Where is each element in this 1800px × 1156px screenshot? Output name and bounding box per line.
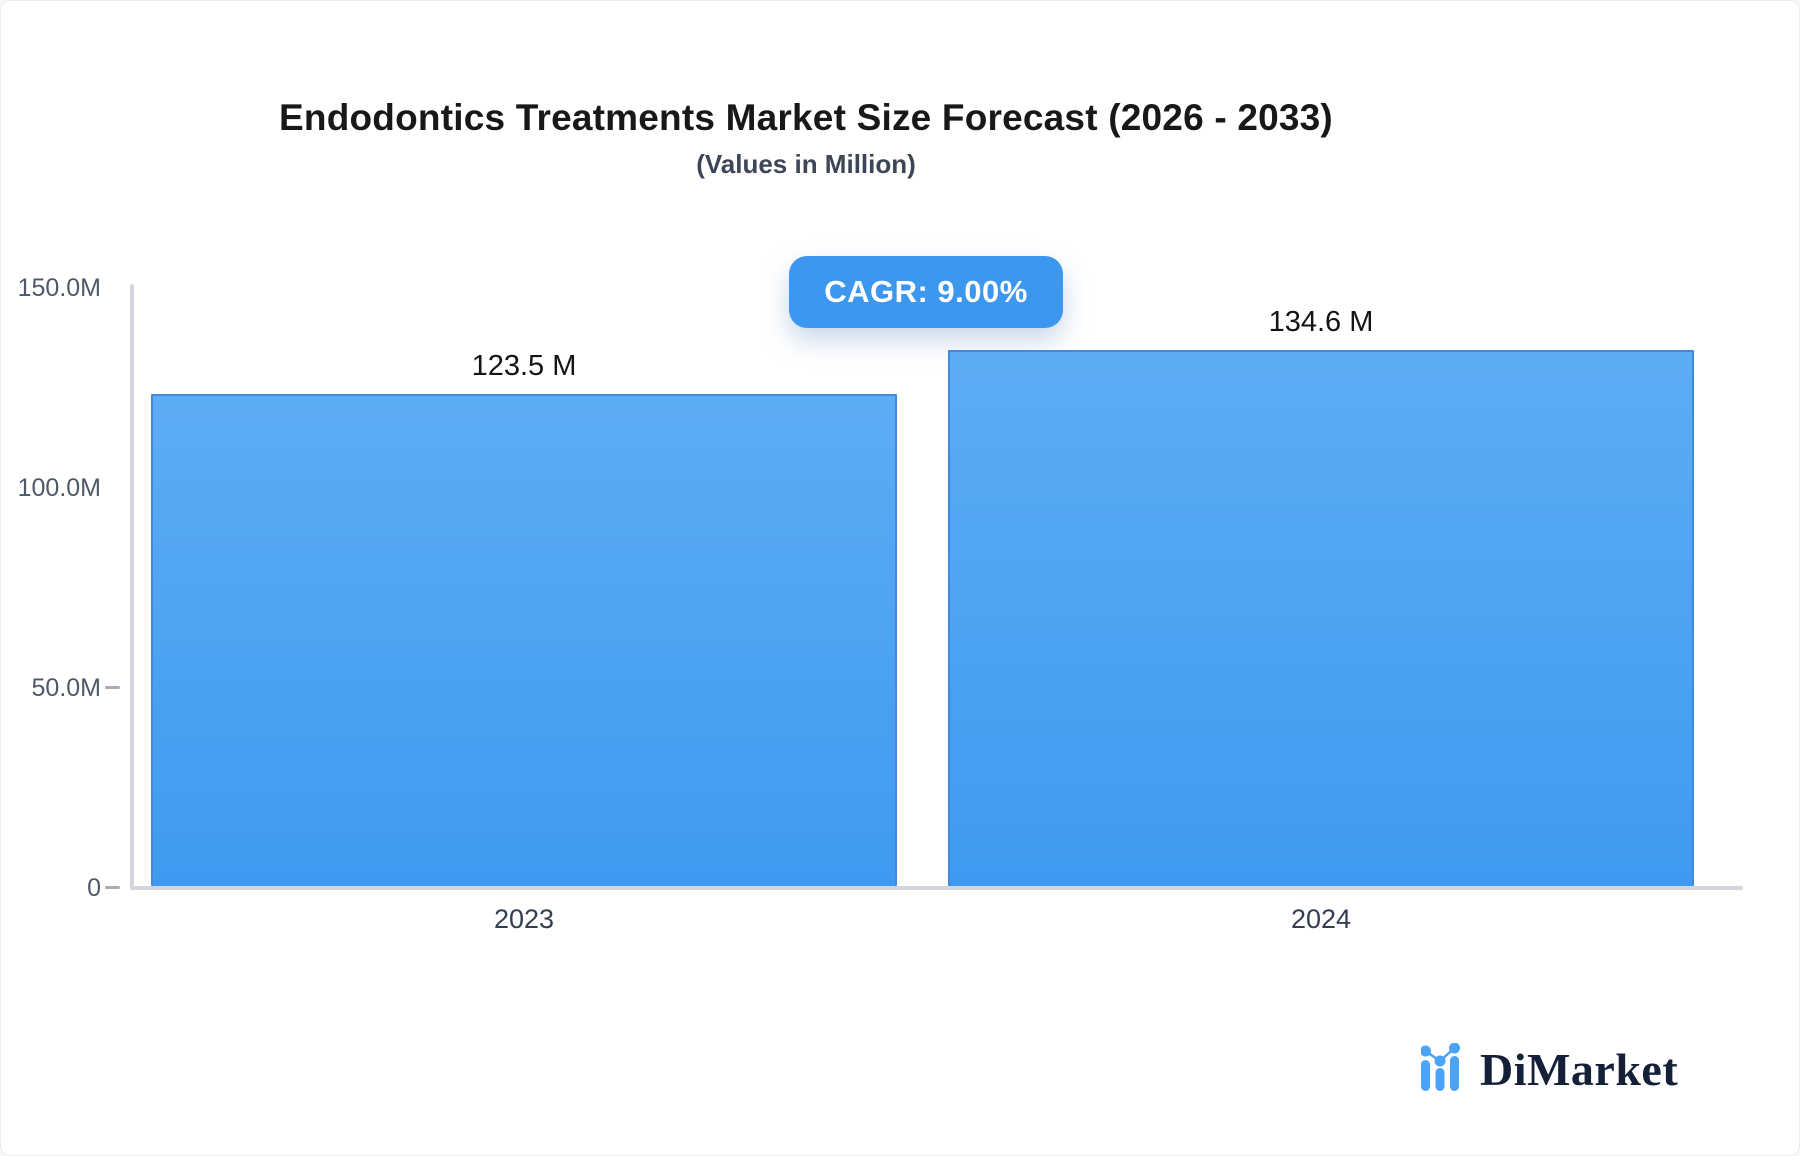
cagr-badge-label: CAGR: 9.00%	[824, 274, 1028, 309]
y-axis-tick-dash	[105, 686, 120, 689]
y-axis-line	[130, 284, 134, 890]
x-axis-line	[130, 886, 1743, 890]
cagr-badge: CAGR: 9.00%	[789, 256, 1063, 328]
brand-logo: DiMarket	[1421, 1039, 1678, 1099]
y-axis-tick-label: 50.0M	[31, 674, 101, 702]
x-axis-label: 2024	[1290, 904, 1352, 934]
bar[interactable]	[151, 394, 897, 886]
bar[interactable]	[948, 349, 1694, 886]
bar-value-label: 134.6 M	[1268, 305, 1374, 338]
y-axis-tick-label: 0	[87, 874, 101, 902]
chart-title: Endodontics Treatments Market Size Forec…	[279, 97, 1333, 138]
bar-value-label: 123.5 M	[471, 350, 577, 382]
x-axis-label: 2023	[493, 904, 555, 934]
brand-name: DiMarket	[1480, 1043, 1679, 1095]
bar-chart-logo-icon	[1421, 1043, 1460, 1091]
y-axis-tick-label: 100.0M	[17, 474, 101, 502]
chart-subtitle: (Values in Million)	[696, 149, 916, 179]
y-axis-tick-label: 150.0M	[17, 274, 101, 302]
y-axis-tick-dash	[105, 886, 120, 889]
